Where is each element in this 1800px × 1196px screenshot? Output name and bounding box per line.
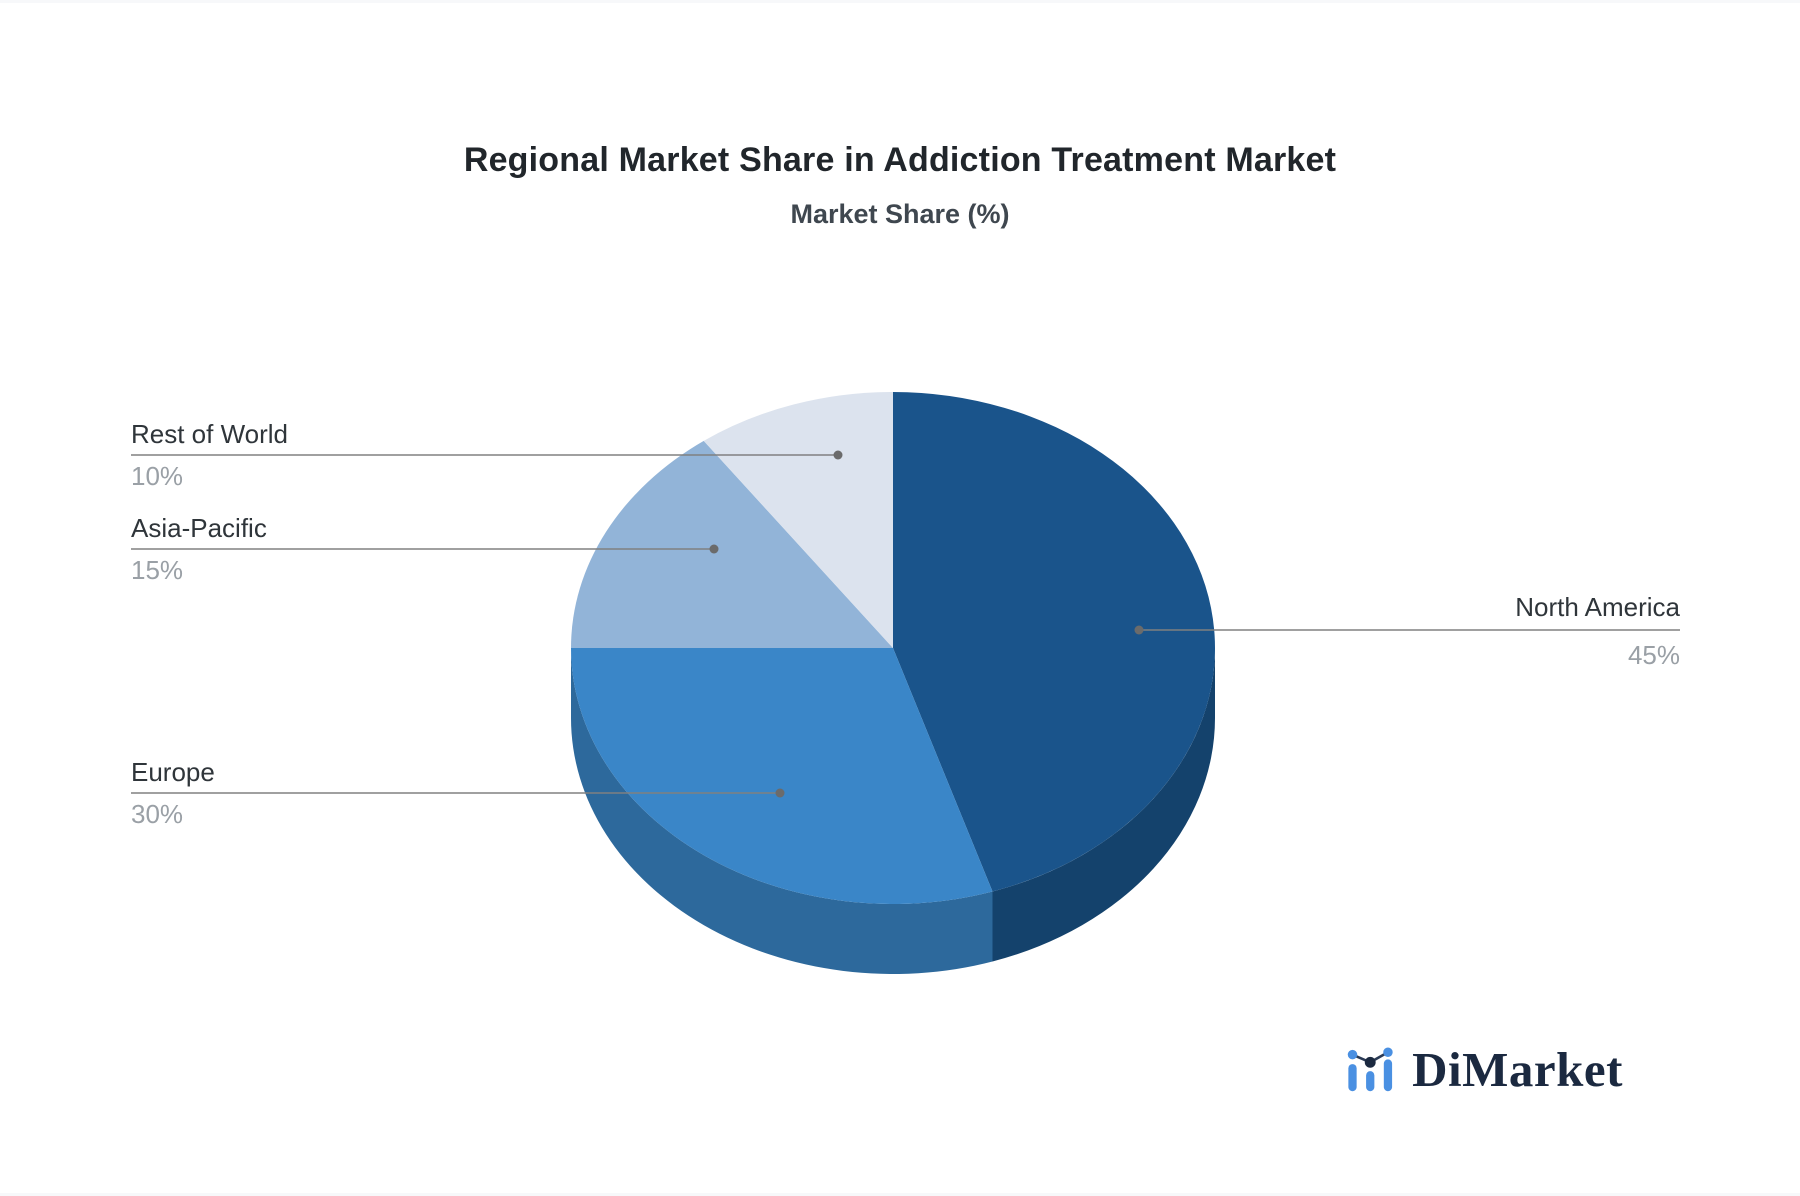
slice-percent: 15% [131, 555, 184, 585]
slice-name: North America [1515, 592, 1680, 622]
slice-percent: 30% [131, 799, 184, 829]
connector-dot-north-america [1134, 625, 1144, 635]
connector-dot-europe [775, 788, 785, 798]
pie-slice-asia-pacific[interactable] [571, 440, 893, 648]
slice-label-north-america: North America [1515, 592, 1680, 623]
slice-label-rest-of-world: Rest of World [131, 419, 288, 450]
pie-slice-europe[interactable] [571, 648, 993, 904]
pie-slice-side-europe [571, 648, 993, 975]
slice-name: Rest of World [131, 419, 289, 449]
slice-pct-europe: 30% [131, 799, 183, 830]
connector-dot-asia-pacific [709, 544, 719, 554]
slice-percent: 45% [1627, 640, 1680, 670]
pie-chart [131, 392, 1680, 975]
chart-title: Regional Market Share in Addiction Treat… [463, 141, 1337, 179]
pie-slice-side-north-america [992, 648, 1215, 962]
bar-chart-logo-icon [1347, 1047, 1393, 1091]
dimarket-logo: DiMarket [1346, 1041, 1623, 1098]
chart-subtitle: Market Share (%) [790, 199, 1010, 229]
slice-label-europe: Europe [131, 757, 215, 788]
pie-slice-north-america[interactable] [893, 392, 1215, 892]
brand-name: DiMarket [1412, 1042, 1623, 1097]
slice-label-asia-pacific: Asia-Pacific [131, 513, 267, 544]
slice-name: Europe [131, 757, 215, 787]
slice-pct-rest-of-world: 10% [131, 461, 183, 492]
slice-pct-north-america: 45% [1628, 640, 1680, 671]
pie-slice-rest-of-world[interactable] [703, 392, 893, 648]
slice-pct-asia-pacific: 15% [131, 555, 183, 586]
slice-percent: 10% [131, 461, 184, 491]
slice-name: Asia-Pacific [131, 513, 267, 543]
connector-dot-rest-of-world [833, 450, 843, 460]
